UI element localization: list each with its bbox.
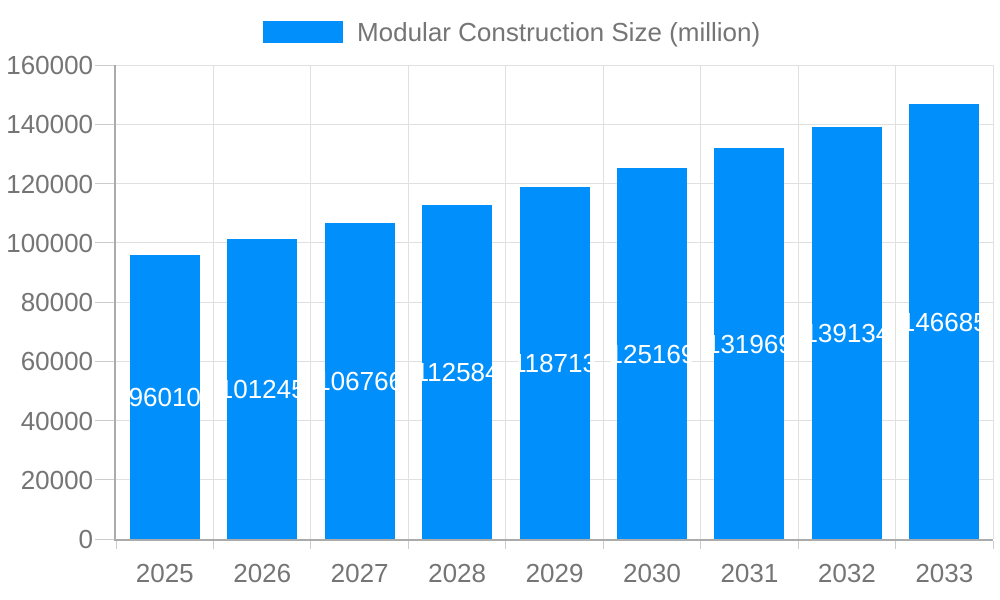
bar-value-label: 101245 bbox=[218, 374, 306, 405]
y-axis-tick bbox=[95, 242, 115, 244]
y-axis-tick bbox=[95, 301, 115, 303]
gridline-horizontal bbox=[116, 123, 993, 125]
y-axis-tick-label: 160000 bbox=[6, 50, 93, 80]
bar-2026[interactable] bbox=[227, 239, 298, 539]
x-axis-tick-label: 2033 bbox=[915, 558, 974, 588]
y-axis-tick bbox=[95, 64, 115, 66]
bar-2025[interactable] bbox=[129, 254, 200, 539]
y-axis-tick-label: 80000 bbox=[20, 287, 93, 317]
y-axis-tick bbox=[95, 183, 115, 184]
bar-2032[interactable] bbox=[811, 126, 882, 539]
gridline-vertical bbox=[407, 65, 409, 539]
bar-2029[interactable] bbox=[519, 187, 590, 539]
x-axis-tick-label: 2029 bbox=[525, 558, 584, 588]
plot-area: 96010 101245 106766 112584 118713 125169 13196… bbox=[114, 64, 994, 541]
legend-label: Modular Construction Size (million) bbox=[357, 17, 761, 47]
x-axis-line bbox=[114, 539, 993, 541]
bar-2030[interactable] bbox=[616, 168, 687, 539]
gridline-horizontal bbox=[116, 183, 993, 184]
x-axis-tick bbox=[310, 541, 312, 549]
gridline-horizontal bbox=[116, 64, 993, 66]
y-axis-tick bbox=[95, 123, 115, 125]
y-axis-tick-label: 0 bbox=[78, 524, 93, 554]
y-axis-tick bbox=[95, 420, 115, 421]
x-axis-tick bbox=[115, 541, 117, 549]
bar-value-label: 131969 bbox=[705, 328, 793, 359]
gridline-vertical bbox=[310, 65, 312, 539]
x-axis-tick-label: 2026 bbox=[233, 558, 292, 588]
gridline-vertical bbox=[797, 65, 799, 539]
gridline-vertical bbox=[895, 65, 897, 539]
y-axis-tick bbox=[95, 360, 115, 362]
x-axis-tick bbox=[992, 541, 994, 549]
x-axis-tick bbox=[895, 541, 897, 549]
bar-2033[interactable] bbox=[909, 104, 980, 539]
y-axis-tick-label: 60000 bbox=[20, 346, 93, 377]
gridline-vertical bbox=[602, 65, 604, 539]
y-axis-tick-label: 20000 bbox=[20, 464, 93, 495]
bar-value-label: 96010 bbox=[128, 381, 201, 412]
y-axis-tick bbox=[95, 479, 115, 481]
bar-value-label: 146685 bbox=[900, 306, 988, 337]
bar-2027[interactable] bbox=[324, 222, 395, 539]
bar-2028[interactable] bbox=[422, 205, 493, 539]
x-axis-tick bbox=[797, 541, 799, 549]
y-axis-tick-label: 120000 bbox=[6, 168, 93, 199]
x-axis-tick-label: 2032 bbox=[817, 558, 876, 588]
bar-value-label: 125169 bbox=[608, 338, 696, 369]
y-axis-tick bbox=[95, 538, 115, 540]
legend-swatch bbox=[263, 21, 343, 43]
x-axis-tick-label: 2031 bbox=[720, 558, 779, 588]
x-axis-tick bbox=[700, 541, 702, 549]
x-axis-tick-label: 2027 bbox=[330, 558, 389, 588]
bar-value-label: 112584 bbox=[414, 357, 500, 388]
gridline-vertical bbox=[505, 65, 507, 539]
x-axis-tick bbox=[602, 541, 604, 549]
x-axis-tick-label: 2028 bbox=[428, 558, 486, 588]
gridline-vertical bbox=[700, 65, 702, 539]
x-axis-tick bbox=[505, 541, 507, 549]
x-axis-tick bbox=[212, 541, 214, 549]
y-axis-tick-label: 100000 bbox=[6, 227, 93, 258]
x-axis-tick-label: 2025 bbox=[135, 558, 194, 588]
gridline-vertical bbox=[212, 65, 214, 539]
bar-value-label: 139134 bbox=[803, 317, 891, 348]
bar-value-label: 118713 bbox=[512, 348, 597, 379]
y-axis-tick-label: 140000 bbox=[6, 109, 93, 140]
bar-2031[interactable] bbox=[714, 148, 785, 539]
legend-item[interactable]: Modular Construction Size (million) bbox=[263, 17, 761, 47]
bar-value-label: 106766 bbox=[316, 365, 403, 396]
gridline-vertical bbox=[992, 65, 994, 539]
y-axis-line bbox=[114, 65, 116, 541]
x-axis-tick bbox=[407, 541, 409, 549]
x-axis-tick-label: 2030 bbox=[623, 558, 681, 588]
y-axis-tick-label: 40000 bbox=[20, 405, 93, 436]
